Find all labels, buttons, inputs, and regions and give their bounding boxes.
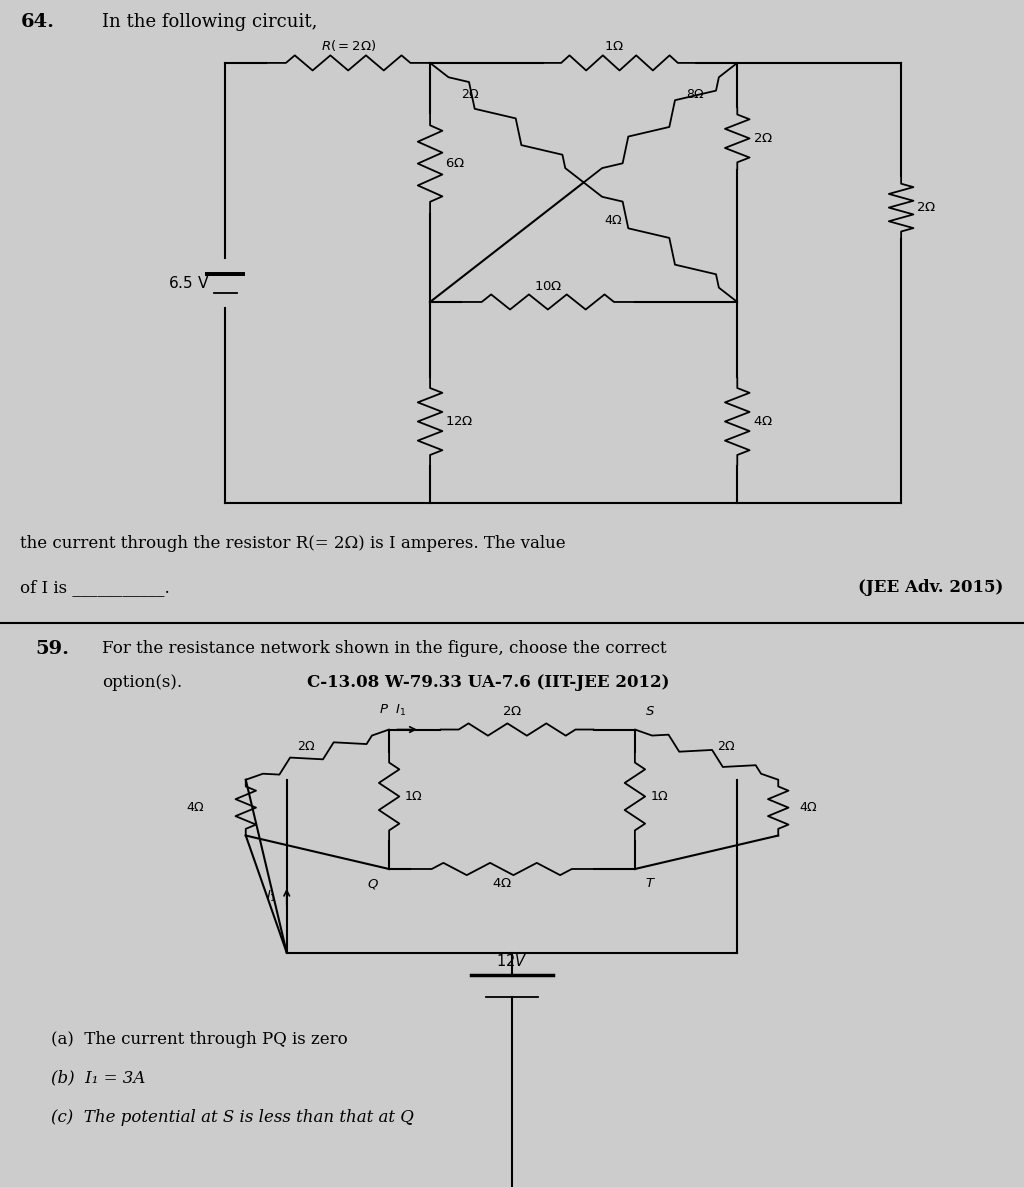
Text: $1\Omega$: $1\Omega$ xyxy=(650,791,670,802)
Text: (b)  I₁ = 3A: (b) I₁ = 3A xyxy=(51,1069,145,1087)
Text: For the resistance network shown in the figure, choose the correct: For the resistance network shown in the … xyxy=(102,640,667,658)
Text: (a)  The current through PQ is zero: (a) The current through PQ is zero xyxy=(51,1030,348,1048)
Text: 59.: 59. xyxy=(36,640,70,659)
Text: option(s).: option(s). xyxy=(102,674,182,691)
Text: $4\Omega$: $4\Omega$ xyxy=(753,415,773,429)
Text: $12\Omega$: $12\Omega$ xyxy=(445,415,474,429)
Text: $Q$: $Q$ xyxy=(367,877,379,891)
Text: $2\Omega$: $2\Omega$ xyxy=(461,88,480,101)
Text: $2\Omega$: $2\Omega$ xyxy=(916,201,937,214)
Text: 64.: 64. xyxy=(20,13,54,31)
Text: $12V$: $12V$ xyxy=(497,953,527,970)
Text: $6.5\ \mathrm{V}$: $6.5\ \mathrm{V}$ xyxy=(168,275,210,291)
Text: $S$: $S$ xyxy=(645,705,655,718)
Text: (c)  The potential at S is less than that at Q: (c) The potential at S is less than that… xyxy=(51,1109,414,1126)
Text: $4\Omega$: $4\Omega$ xyxy=(185,801,205,814)
Text: $P\ \ I_1$: $P\ \ I_1$ xyxy=(379,703,407,718)
Text: $2\Omega$: $2\Omega$ xyxy=(297,740,316,753)
Text: (JEE Adv. 2015): (JEE Adv. 2015) xyxy=(858,579,1004,596)
Text: $8\Omega$: $8\Omega$ xyxy=(686,88,706,101)
Text: of I is ___________.: of I is ___________. xyxy=(20,579,170,596)
Text: $T$: $T$ xyxy=(645,877,656,890)
Text: the current through the resistor R(= 2Ω) is I amperes. The value: the current through the resistor R(= 2Ω)… xyxy=(20,534,566,552)
Text: C-13.08 W-79.33 UA-7.6 (IIT-JEE 2012): C-13.08 W-79.33 UA-7.6 (IIT-JEE 2012) xyxy=(307,674,670,691)
Text: $2\Omega$: $2\Omega$ xyxy=(717,740,736,753)
Text: $1\Omega$: $1\Omega$ xyxy=(604,40,625,53)
Text: $2\Omega$: $2\Omega$ xyxy=(502,705,522,718)
Text: $1\Omega$: $1\Omega$ xyxy=(404,791,424,802)
Text: $4\Omega$: $4\Omega$ xyxy=(604,214,624,227)
Text: $10\Omega$: $10\Omega$ xyxy=(534,279,562,292)
Text: $6\Omega$: $6\Omega$ xyxy=(445,157,466,170)
Text: $2\Omega$: $2\Omega$ xyxy=(753,132,773,145)
Text: $4\Omega$: $4\Omega$ xyxy=(799,801,818,814)
Text: $I_1$: $I_1$ xyxy=(265,889,276,904)
Text: In the following circuit,: In the following circuit, xyxy=(102,13,317,31)
Text: $R(=2\Omega)$: $R(=2\Omega)$ xyxy=(321,38,376,53)
Text: $4\Omega$: $4\Omega$ xyxy=(492,877,512,890)
